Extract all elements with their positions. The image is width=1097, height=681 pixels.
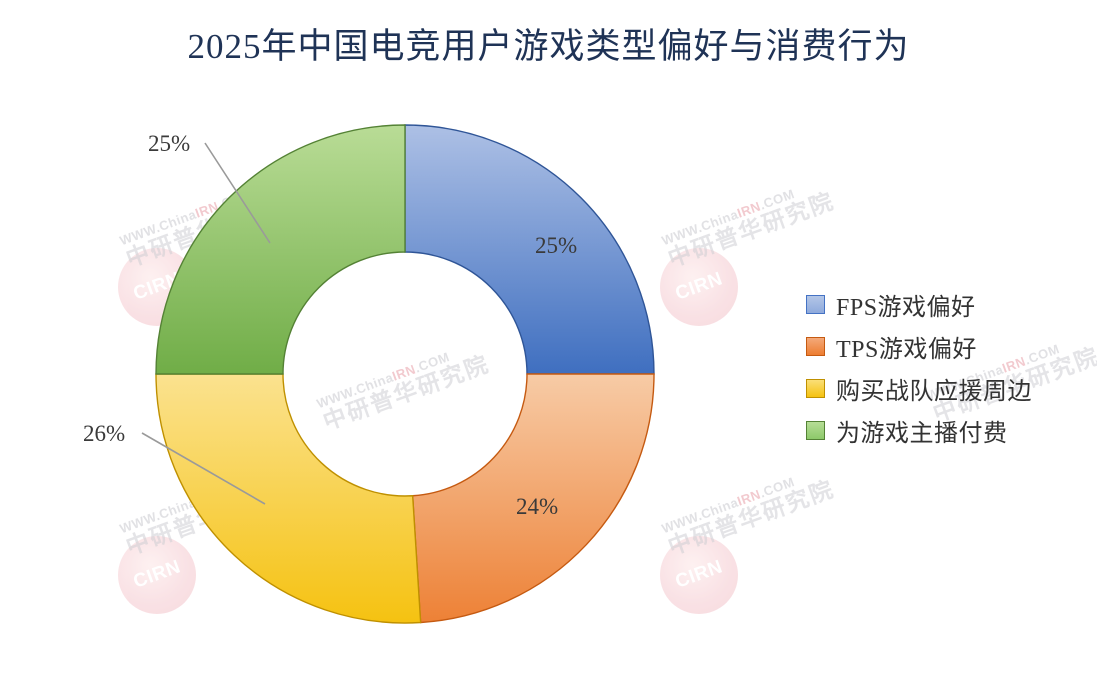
pie-slice[interactable]	[404, 124, 655, 375]
legend-item-label: 购买战队应援周边	[836, 378, 1032, 405]
slice-data-label: 25%	[148, 131, 191, 156]
legend-swatch-icon	[806, 420, 825, 440]
leader-line	[141, 432, 266, 505]
legend-item-label: FPS游戏偏好	[836, 294, 976, 321]
legend-swatch-icon	[806, 378, 825, 398]
legend-item-label: TPS游戏偏好	[836, 336, 977, 363]
chart-title: 2025年中国电竞用户游戏类型偏好与消费行为	[187, 27, 910, 66]
slice-data-label: 24%	[516, 494, 559, 519]
legend-item[interactable]: FPS游戏偏好	[806, 283, 1032, 325]
chart-legend: FPS游戏偏好 TPS游戏偏好 购买战队应援周边 为游戏主播付费	[806, 283, 1032, 451]
slice-data-label: 26%	[83, 421, 126, 446]
legend-swatch-icon	[806, 294, 825, 314]
slice-group	[155, 124, 655, 624]
pie-slice[interactable]	[411, 373, 655, 624]
pie-slice[interactable]	[155, 373, 422, 624]
legend-item[interactable]: 购买战队应援周边	[806, 367, 1032, 409]
leader-line	[204, 142, 271, 244]
legend-item[interactable]: TPS游戏偏好	[806, 325, 1032, 367]
legend-swatch-icon	[806, 336, 825, 356]
leader-line-group	[141, 142, 271, 505]
legend-item[interactable]: 为游戏主播付费	[806, 409, 1032, 451]
pie-slice[interactable]	[155, 124, 406, 375]
legend-item-label: 为游戏主播付费	[836, 420, 1008, 447]
slice-data-label: 25%	[535, 233, 578, 258]
